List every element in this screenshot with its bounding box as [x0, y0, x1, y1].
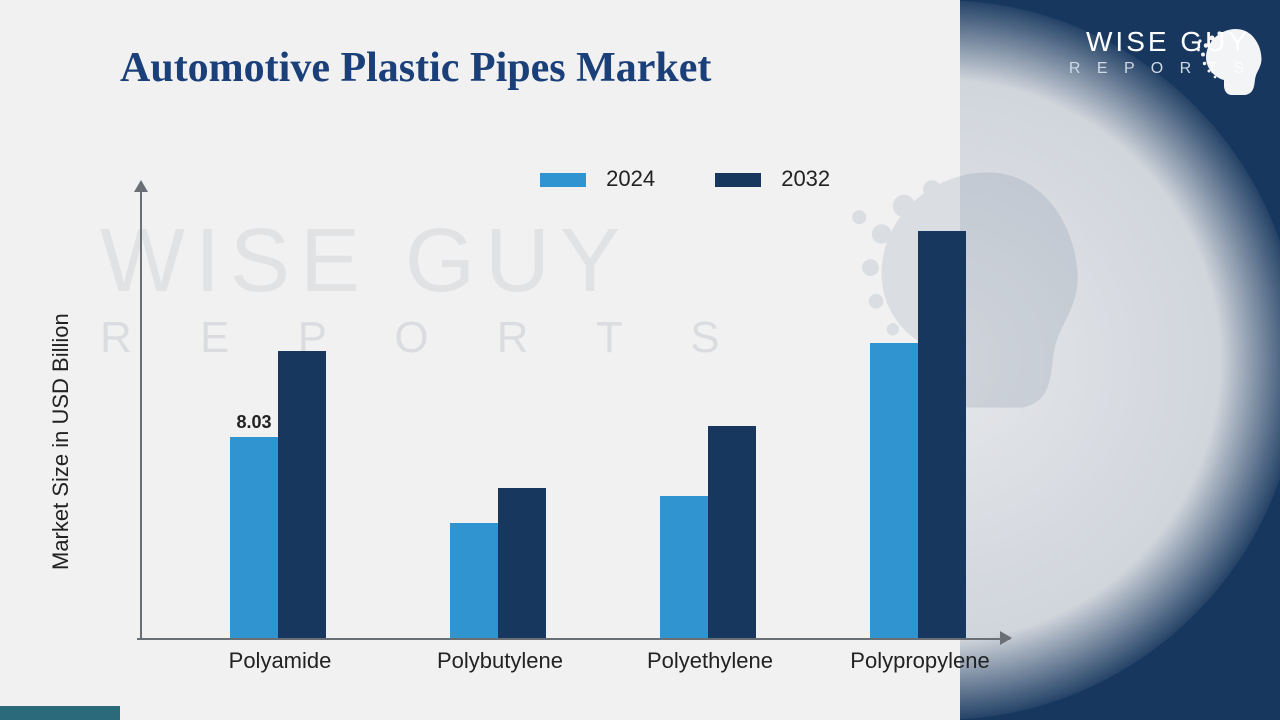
- category-label: Polybutylene: [437, 648, 563, 674]
- legend-label-2024: 2024: [606, 166, 655, 191]
- bar: [450, 523, 498, 638]
- y-axis-label: Market Size in USD Billion: [48, 313, 74, 570]
- chart-title: Automotive Plastic Pipes Market: [120, 44, 711, 92]
- bar: [708, 426, 756, 639]
- bar-value-label: 8.03: [236, 412, 271, 433]
- category-label: Polyamide: [229, 648, 332, 674]
- legend-item-2032: 2032: [715, 166, 830, 192]
- report-canvas: WISE GUY R E P O R T S Automotive Plasti…: [0, 0, 1280, 720]
- bar: [870, 343, 918, 638]
- bar: [498, 488, 546, 638]
- legend-swatch-2024: [540, 173, 586, 187]
- category-label: Polyethylene: [647, 648, 773, 674]
- bar-groups: 8.03PolyamidePolybutylenePolyethylenePol…: [140, 190, 1010, 640]
- category-label: Polypropylene: [850, 648, 989, 674]
- bar: [660, 496, 708, 639]
- brand-head-icon: [1191, 22, 1266, 102]
- legend-label-2032: 2032: [781, 166, 830, 191]
- legend: 2024 2032: [540, 166, 830, 192]
- bar: [278, 351, 326, 639]
- bar: [918, 231, 966, 639]
- bottom-accent-bar: [0, 706, 120, 720]
- legend-swatch-2032: [715, 173, 761, 187]
- legend-item-2024: 2024: [540, 166, 655, 192]
- bar: 8.03: [230, 437, 278, 638]
- bar-chart: 8.03PolyamidePolybutylenePolyethylenePol…: [90, 190, 1020, 640]
